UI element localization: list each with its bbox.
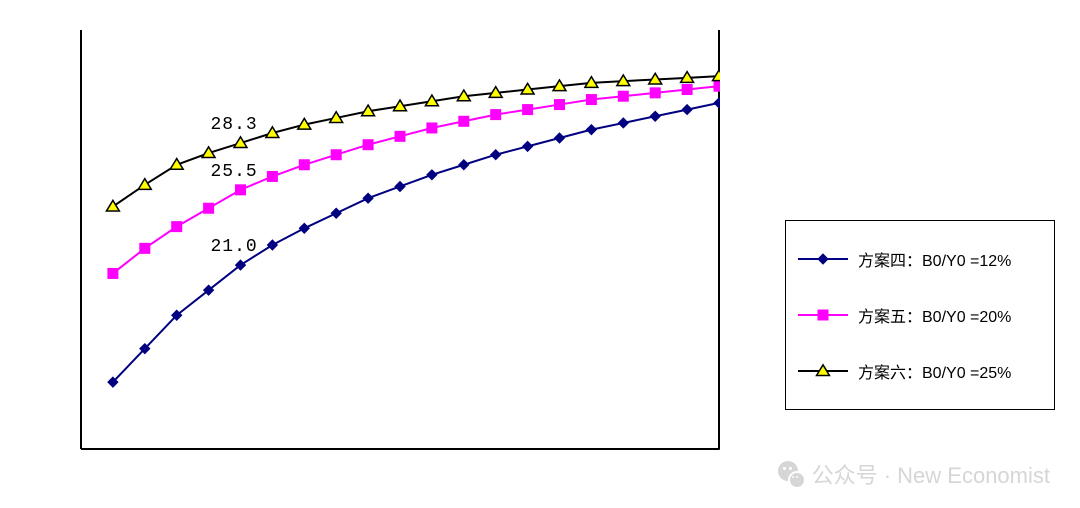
data-label: 21.0 — [211, 237, 258, 257]
legend-item-plan6: 方案六：B0/Y0 =25% — [798, 343, 1042, 399]
legend-swatch — [798, 361, 848, 381]
legend-item-plan4: 方案四：B0/Y0 =12% — [798, 231, 1042, 287]
legend-swatch — [798, 249, 848, 269]
series-plan4 — [108, 98, 720, 387]
watermark: 公众号 · New Economist — [774, 458, 1050, 490]
legend-swatch — [798, 305, 848, 325]
wechat-icon — [774, 459, 804, 489]
legend-label: 方案四：B0/Y0 =12% — [858, 247, 1011, 271]
legend-item-plan5: 方案五：B0/Y0 =20% — [798, 287, 1042, 343]
legend-label: 方案六：B0/Y0 =25% — [858, 359, 1011, 383]
watermark-text: 公众号 · New Economist — [812, 458, 1050, 490]
data-label: 25.5 — [211, 162, 258, 182]
legend-label: 方案五：B0/Y0 =20% — [858, 303, 1011, 327]
series-plan5 — [108, 81, 720, 278]
data-label: 28.3 — [211, 115, 258, 135]
legend-box: 方案四：B0/Y0 =12% 方案五：B0/Y0 =20% 方案六：B0/Y0 =2… — [785, 220, 1055, 410]
line-chart: 28.3 25.5 21.0 — [80, 30, 720, 450]
chart-svg — [80, 30, 720, 450]
